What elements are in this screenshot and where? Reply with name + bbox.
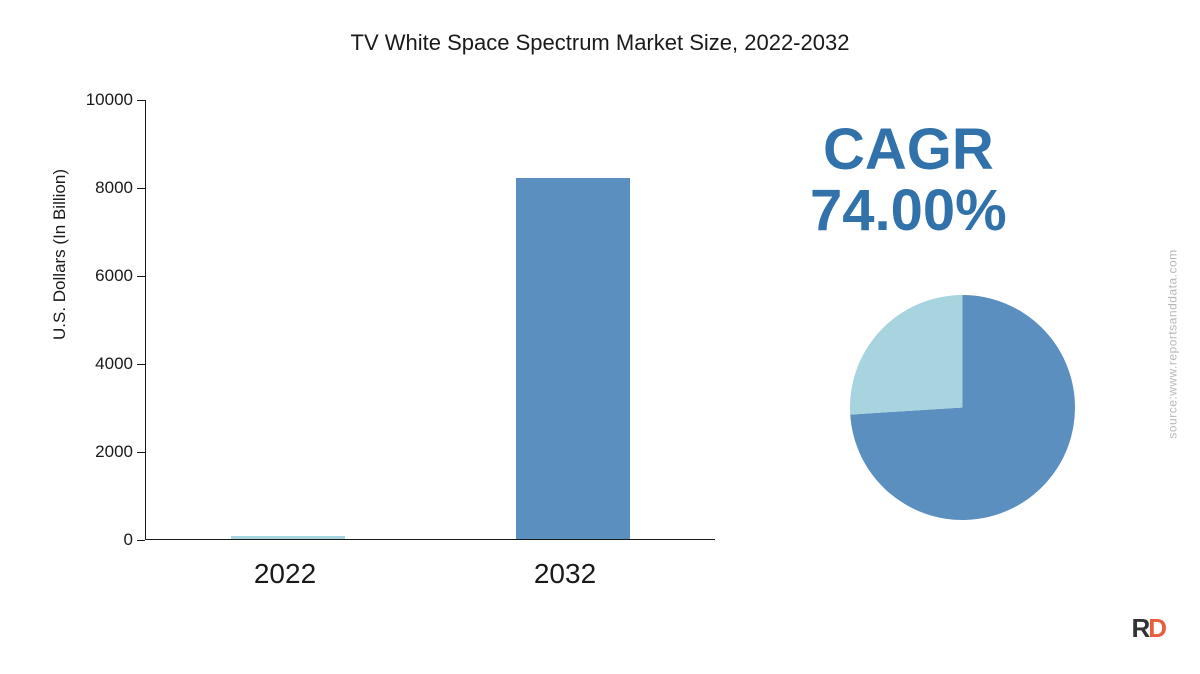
pie-chart <box>850 295 1075 520</box>
y-tick-label: 4000 <box>75 354 133 374</box>
y-tick-label: 10000 <box>75 90 133 110</box>
y-tick <box>137 364 145 365</box>
cagr-value: 74.00% <box>810 181 1007 242</box>
pie-slice <box>850 295 963 415</box>
logo: RD <box>1131 613 1165 644</box>
y-tick-label: 2000 <box>75 442 133 462</box>
y-axis-line <box>145 100 146 540</box>
y-tick <box>137 540 145 541</box>
bar-2022 <box>231 536 345 539</box>
x-category-label: 2022 <box>254 558 316 590</box>
y-tick <box>137 276 145 277</box>
cagr-label: CAGR <box>810 120 1007 181</box>
x-axis-line <box>145 539 715 540</box>
source-attribution: source:www.reportsanddata.com <box>1165 249 1179 438</box>
y-tick-label: 0 <box>75 530 133 550</box>
y-axis-label: U.S. Dollars (In Billion) <box>50 169 70 340</box>
pie-svg <box>850 295 1075 520</box>
x-category-label: 2032 <box>534 558 596 590</box>
chart-container: TV White Space Spectrum Market Size, 202… <box>0 0 1200 674</box>
y-tick <box>137 100 145 101</box>
chart-title: TV White Space Spectrum Market Size, 202… <box>351 30 850 56</box>
y-tick <box>137 452 145 453</box>
y-tick-label: 8000 <box>75 178 133 198</box>
cagr-block: CAGR 74.00% <box>810 120 1007 242</box>
y-tick <box>137 188 145 189</box>
logo-main: R <box>1131 613 1148 643</box>
logo-accent: D <box>1148 613 1165 643</box>
bar-2032 <box>516 178 630 539</box>
bar-chart-area: 0 2000 4000 6000 8000 10000 2022 2032 <box>145 100 715 540</box>
y-tick-label: 6000 <box>75 266 133 286</box>
